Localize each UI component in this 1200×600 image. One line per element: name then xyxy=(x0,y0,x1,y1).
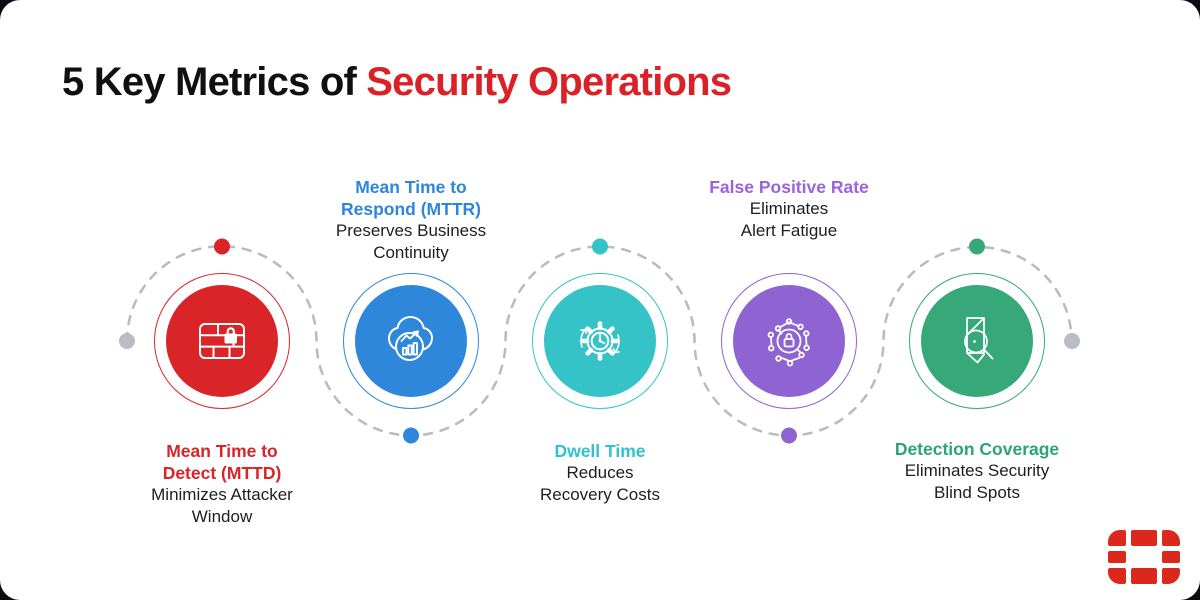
logo-segment xyxy=(1108,568,1126,584)
metric-disc xyxy=(921,285,1033,397)
connector-start-dot xyxy=(119,333,135,349)
logo-segment xyxy=(1162,530,1180,546)
metric-2-dot xyxy=(403,427,419,444)
metric-label-mttd: Mean Time to Detect (MTTD) Minimizes Att… xyxy=(97,440,347,528)
metric-description: Preserves Business Continuity xyxy=(335,221,487,262)
metric-description: Minimizes Attacker Window xyxy=(151,485,293,526)
logo-segment xyxy=(1108,551,1126,563)
logo-segment xyxy=(1131,530,1157,546)
metric-disc xyxy=(733,285,845,397)
cloud-analytics-icon xyxy=(388,316,433,361)
fortinet-logo xyxy=(1108,530,1180,584)
network-lock-icon xyxy=(767,318,810,367)
metric-3-dot xyxy=(592,238,608,255)
metric-heading: Dwell Time xyxy=(554,441,646,461)
metric-circle-mttd xyxy=(153,272,291,410)
metric-label-dwell-time: Dwell Time Reduces Recovery Costs xyxy=(475,440,725,506)
metric-disc xyxy=(166,285,278,397)
metric-disc xyxy=(355,285,467,397)
metric-circle-detection-coverage xyxy=(908,272,1046,410)
metric-ring xyxy=(342,272,479,409)
logo-segment xyxy=(1131,568,1157,584)
logo-segment xyxy=(1108,530,1126,546)
metric-circle-mttr xyxy=(342,272,480,410)
firewall-lock-icon xyxy=(199,323,245,359)
metric-label-detection-coverage: Detection Coverage Eliminates Security B… xyxy=(852,438,1102,504)
metric-label-false-positive-rate: False Positive Rate Eliminates Alert Fat… xyxy=(664,176,914,242)
metric-heading: Mean Time to Respond (MTTR) xyxy=(341,177,481,219)
title-prefix: 5 Key Metrics of xyxy=(62,60,367,104)
metric-heading: False Positive Rate xyxy=(709,177,869,197)
metric-ring xyxy=(720,272,857,409)
metric-disc xyxy=(544,285,656,397)
metric-4-dot xyxy=(781,427,797,444)
door-search-icon xyxy=(964,317,994,364)
metric-heading: Mean Time to Detect (MTTD) xyxy=(162,441,282,483)
metric-ring xyxy=(153,272,290,409)
metric-label-mttr: Mean Time to Respond (MTTR) Preserves Bu… xyxy=(286,176,536,264)
connector-end-dot xyxy=(1064,333,1080,349)
metric-description: Reduces Recovery Costs xyxy=(540,463,660,504)
gear-clock-icon xyxy=(580,321,620,361)
metric-ring xyxy=(531,272,668,409)
logo-segment xyxy=(1162,551,1180,563)
metric-circle-false-positive xyxy=(720,272,858,410)
metric-description: Eliminates Security Blind Spots xyxy=(904,461,1050,502)
metric-heading: Detection Coverage xyxy=(894,439,1060,459)
title-highlight: Security Operations xyxy=(366,60,732,104)
page-title: 5 Key Metrics of Security Operations xyxy=(62,60,732,105)
metric-description: Eliminates Alert Fatigue xyxy=(740,199,838,240)
metric-ring xyxy=(908,272,1045,409)
metric-circle-dwell-time xyxy=(531,272,669,410)
logo-segment xyxy=(1162,568,1180,584)
metric-1-dot xyxy=(214,238,230,255)
metric-5-dot xyxy=(969,238,985,255)
logo-gap xyxy=(1131,551,1157,563)
